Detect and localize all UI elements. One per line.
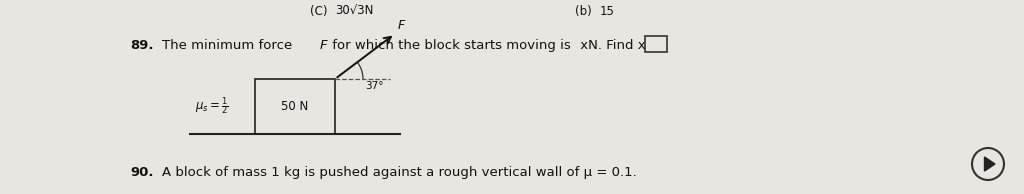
Text: 90.: 90. [130, 166, 154, 179]
Text: 15: 15 [600, 5, 614, 18]
Text: 50 N: 50 N [282, 100, 308, 113]
Bar [645, 36, 667, 52]
Text: F: F [398, 19, 406, 32]
Text: F: F [319, 39, 328, 52]
Text: (b): (b) [575, 5, 592, 18]
Bar [255, 79, 335, 134]
Text: xN. Find x: xN. Find x [575, 39, 645, 52]
Text: 37°: 37° [365, 81, 384, 91]
Polygon shape [984, 157, 995, 171]
Text: (C): (C) [310, 5, 328, 18]
Text: $\mu_s = \frac{1}{2}$: $\mu_s = \frac{1}{2}$ [195, 96, 229, 117]
Text: for which the block starts moving is: for which the block starts moving is [328, 39, 570, 52]
Text: The minimum force: The minimum force [162, 39, 297, 52]
Text: 30√3N: 30√3N [335, 5, 374, 18]
Text: A block of mass 1 kg is pushed against a rough vertical wall of μ = 0.1.: A block of mass 1 kg is pushed against a… [162, 166, 637, 179]
Text: 89.: 89. [130, 39, 154, 52]
Circle shape [972, 148, 1004, 180]
